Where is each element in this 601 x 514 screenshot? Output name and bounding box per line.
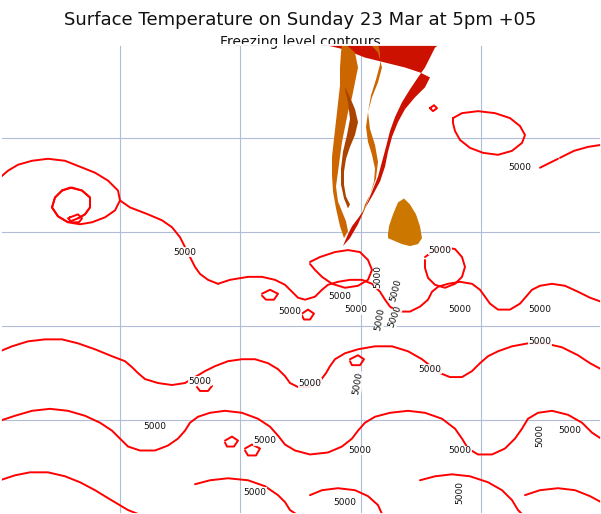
Text: 5000: 5000 <box>558 426 582 435</box>
Text: 5000: 5000 <box>334 498 356 507</box>
Text: 5000: 5000 <box>344 305 367 314</box>
Text: 5000: 5000 <box>254 436 276 445</box>
Polygon shape <box>341 87 358 208</box>
Text: 5000: 5000 <box>352 371 364 395</box>
Text: 5000: 5000 <box>456 481 465 504</box>
Text: 5000: 5000 <box>387 304 403 329</box>
Polygon shape <box>388 198 422 246</box>
Text: 5000: 5000 <box>299 378 322 388</box>
Text: 5000: 5000 <box>373 265 382 288</box>
Text: 5000: 5000 <box>189 377 212 386</box>
Text: 5000: 5000 <box>508 163 531 172</box>
Text: 5000: 5000 <box>243 488 266 497</box>
Text: 5000: 5000 <box>448 446 472 455</box>
Text: 5000: 5000 <box>144 422 166 431</box>
Text: 5000: 5000 <box>389 278 403 302</box>
Text: 5000: 5000 <box>349 446 371 455</box>
Polygon shape <box>305 44 440 246</box>
Text: Freezing level contours: Freezing level contours <box>220 35 381 49</box>
Text: 5000: 5000 <box>528 305 552 314</box>
Text: Surface Temperature on Sunday 23 Mar at 5pm +05: Surface Temperature on Sunday 23 Mar at … <box>64 11 537 29</box>
Polygon shape <box>332 44 358 238</box>
Polygon shape <box>360 44 382 221</box>
Text: 5000: 5000 <box>528 337 552 346</box>
Text: 5000: 5000 <box>174 248 197 256</box>
Text: 5000: 5000 <box>329 292 352 301</box>
Text: 5000: 5000 <box>535 424 545 447</box>
Text: 5000: 5000 <box>374 307 386 332</box>
Text: 5000: 5000 <box>429 246 451 254</box>
Text: 5000: 5000 <box>448 305 472 314</box>
Text: 5000: 5000 <box>418 364 442 374</box>
Text: 5000: 5000 <box>278 307 302 316</box>
